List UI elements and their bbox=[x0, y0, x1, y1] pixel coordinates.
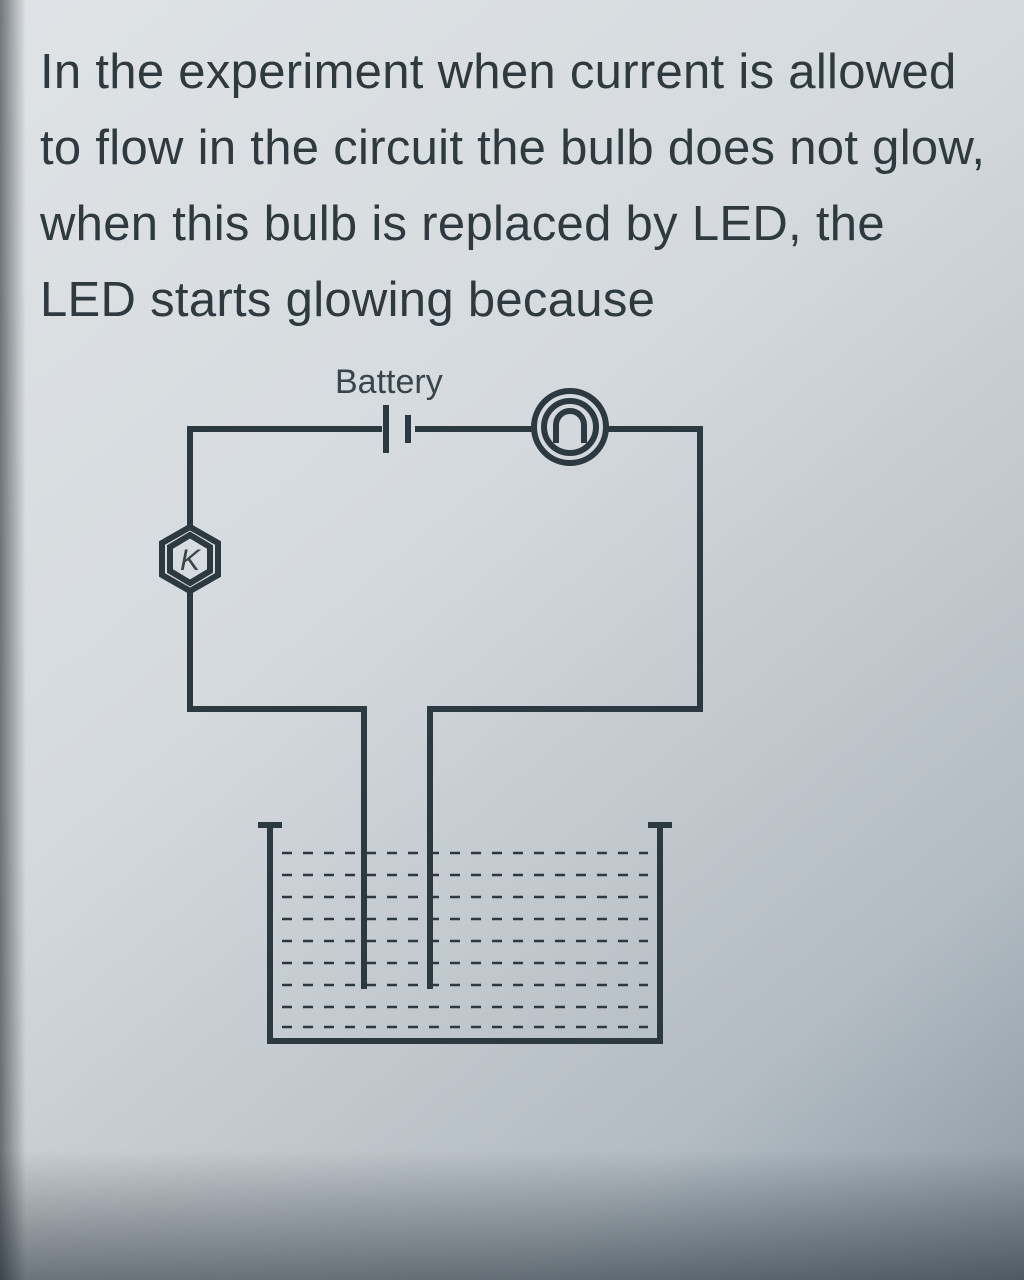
bulb-icon bbox=[534, 391, 606, 463]
wire-left-down bbox=[190, 591, 364, 729]
beaker-outline bbox=[270, 825, 660, 1041]
battery-label: Battery bbox=[335, 363, 443, 401]
switch-icon: K bbox=[162, 527, 218, 591]
page-root: In the experiment when current is allowe… bbox=[0, 0, 1024, 1280]
question-text: In the experiment when current is allowe… bbox=[40, 35, 994, 339]
switch-label: K bbox=[180, 544, 202, 577]
wire-right-down bbox=[430, 429, 700, 729]
circuit-diagram: Battery K bbox=[140, 349, 780, 1069]
wire-top-left bbox=[190, 429, 382, 529]
electrolyte-liquid bbox=[282, 853, 648, 1027]
